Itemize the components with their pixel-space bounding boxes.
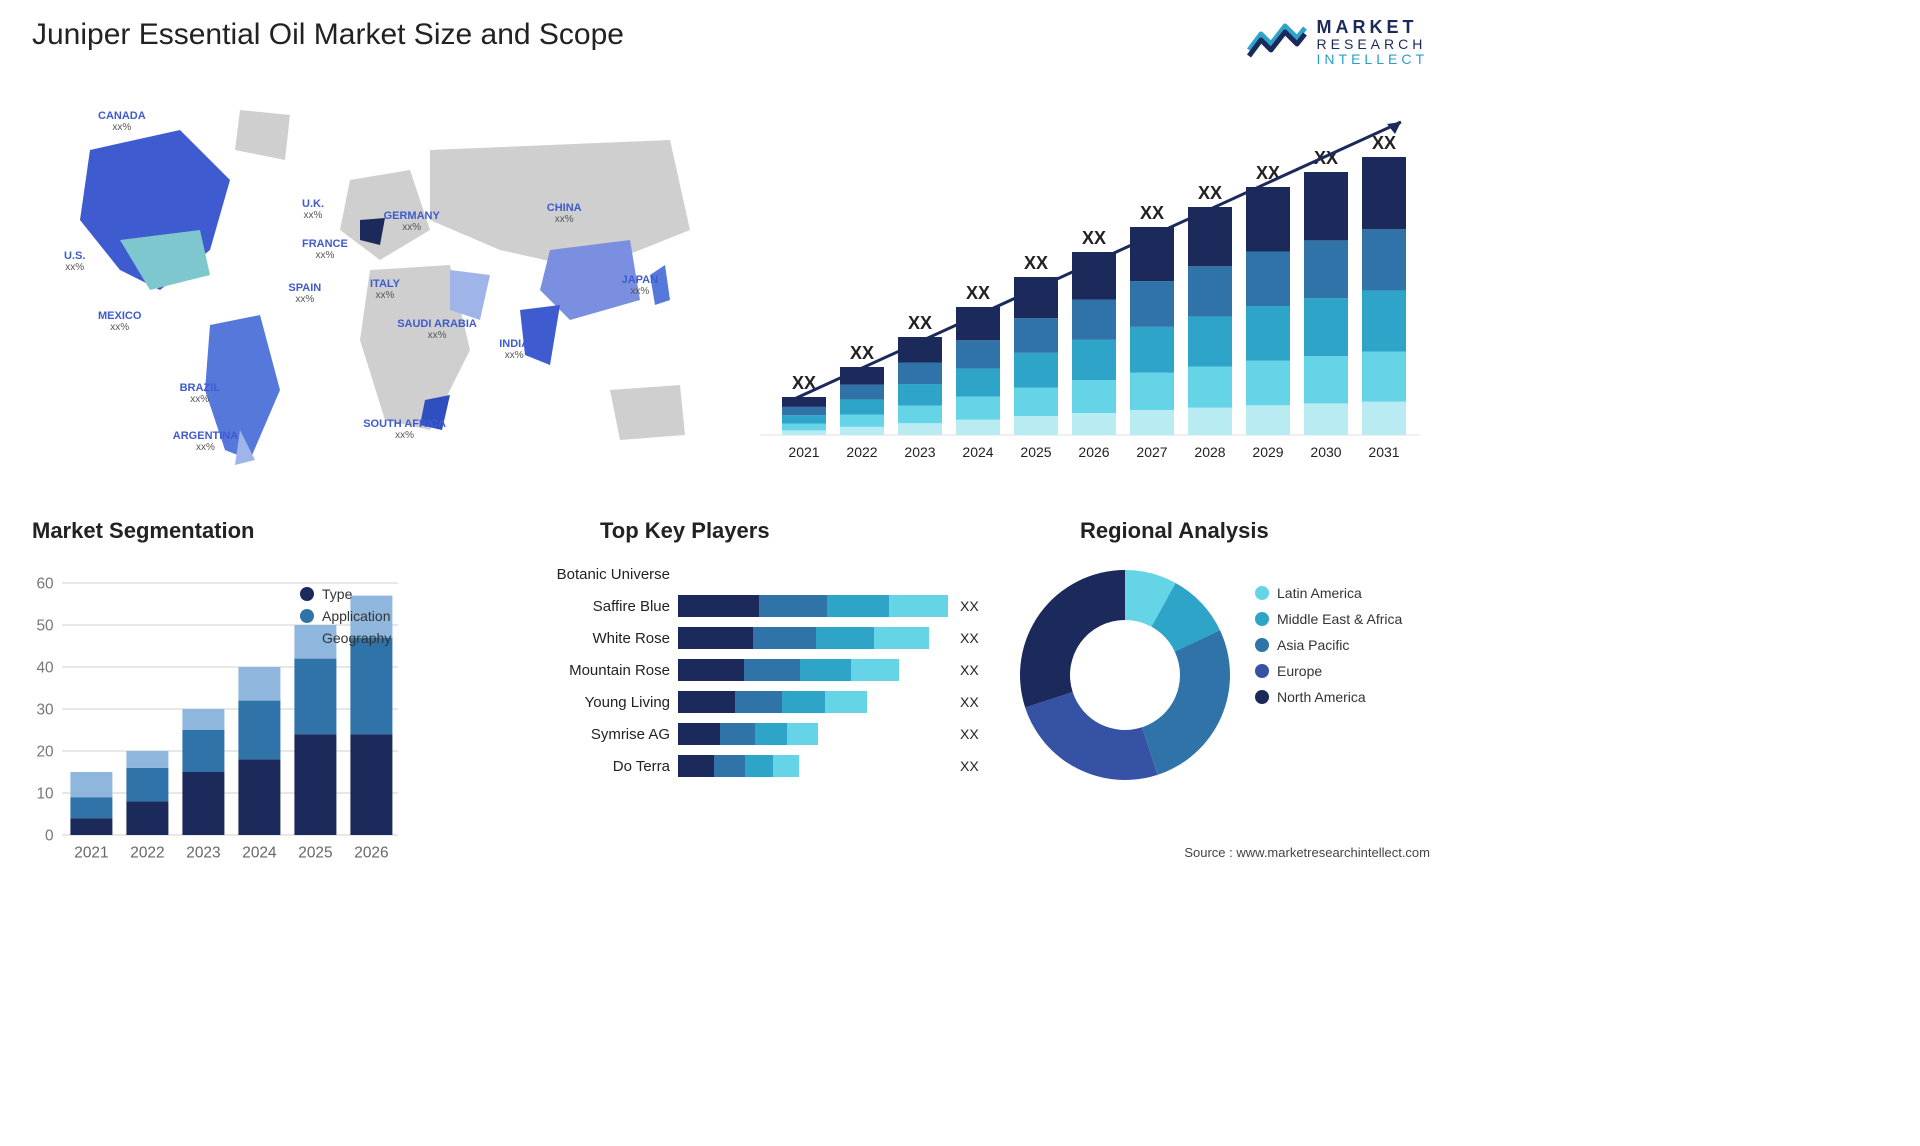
player-row: Young Living XX	[500, 686, 1000, 718]
player-value: XX	[960, 662, 1000, 678]
player-bar	[678, 627, 952, 649]
svg-text:XX: XX	[1198, 183, 1222, 203]
player-value: XX	[960, 758, 1000, 774]
map-label: INDIAxx%	[499, 338, 529, 361]
brand-logo: MARKET RESEARCH INTELLECT	[1247, 18, 1428, 66]
map-label: SPAINxx%	[288, 282, 321, 305]
svg-text:20: 20	[36, 744, 53, 761]
svg-text:XX: XX	[1082, 228, 1106, 248]
svg-text:2023: 2023	[186, 844, 220, 861]
player-name: Saffire Blue	[500, 598, 670, 615]
map-label: MEXICOxx%	[98, 310, 141, 333]
svg-text:2023: 2023	[904, 444, 935, 460]
source-attribution: Source : www.marketresearchintellect.com	[1184, 845, 1430, 860]
svg-text:2021: 2021	[74, 844, 108, 861]
map-label: ARGENTINAxx%	[173, 430, 238, 453]
key-players-title: Top Key Players	[600, 518, 770, 544]
map-label: BRAZILxx%	[180, 382, 220, 405]
regional-title: Regional Analysis	[1080, 518, 1269, 544]
svg-text:40: 40	[36, 660, 53, 677]
map-label: U.S.xx%	[64, 250, 85, 273]
player-row: Do Terra XX	[500, 750, 1000, 782]
player-bar	[678, 595, 952, 617]
player-name: Symrise AG	[500, 726, 670, 743]
legend-item: Middle East & Africa	[1255, 611, 1402, 627]
legend-item: Application	[300, 608, 391, 624]
player-name: Mountain Rose	[500, 662, 670, 679]
svg-text:XX: XX	[966, 283, 990, 303]
svg-text:2025: 2025	[1020, 444, 1051, 460]
svg-text:2027: 2027	[1136, 444, 1167, 460]
map-label: GERMANYxx%	[384, 210, 440, 233]
legend-item: Geography	[300, 630, 391, 646]
segmentation-legend: Type Application Geography	[300, 580, 391, 652]
legend-item: Europe	[1255, 663, 1402, 679]
player-name: Young Living	[500, 694, 670, 711]
player-name: Do Terra	[500, 758, 670, 775]
map-label: FRANCExx%	[302, 238, 348, 261]
player-name: Botanic Universe	[500, 566, 670, 583]
player-value: XX	[960, 726, 1000, 742]
regional-legend: Latin America Middle East & Africa Asia Pa…	[1255, 575, 1402, 715]
svg-text:30: 30	[36, 702, 53, 719]
player-row: Botanic Universe	[500, 558, 1000, 590]
svg-text:2026: 2026	[1078, 444, 1109, 460]
svg-text:50: 50	[36, 618, 53, 635]
key-players-chart: Botanic UniverseSaffire BlueXXWhite Rose…	[500, 558, 1000, 782]
svg-text:XX: XX	[908, 313, 932, 333]
svg-text:60: 60	[36, 576, 53, 593]
player-row: Saffire Blue XX	[500, 590, 1000, 622]
svg-text:2022: 2022	[846, 444, 877, 460]
map-label: JAPANxx%	[622, 274, 658, 297]
svg-text:0: 0	[45, 828, 54, 845]
legend-item: North America	[1255, 689, 1402, 705]
player-bar	[678, 563, 952, 585]
player-value: XX	[960, 630, 1000, 646]
svg-text:2030: 2030	[1310, 444, 1341, 460]
segmentation-title: Market Segmentation	[32, 518, 255, 544]
map-label: CHINAxx%	[547, 202, 582, 225]
growth-chart: XX 2021 XX 2022 XX 2023 XX 2024 XX 2025 XX 2026 XX 20…	[760, 95, 1420, 475]
svg-text:2024: 2024	[962, 444, 993, 460]
svg-text:XX: XX	[1140, 203, 1164, 223]
map-label: CANADAxx%	[98, 110, 146, 133]
map-label: ITALYxx%	[370, 278, 400, 301]
player-row: Symrise AG XX	[500, 718, 1000, 750]
svg-text:2025: 2025	[298, 844, 332, 861]
player-row: Mountain Rose XX	[500, 654, 1000, 686]
svg-text:2028: 2028	[1194, 444, 1225, 460]
world-map: CANADAxx% U.S.xx% MEXICOxx% BRAZILxx% ARGENT…	[30, 90, 710, 490]
svg-text:2026: 2026	[354, 844, 388, 861]
svg-text:XX: XX	[1372, 133, 1396, 153]
legend-item: Asia Pacific	[1255, 637, 1402, 653]
svg-text:XX: XX	[1024, 253, 1048, 273]
legend-item: Latin America	[1255, 585, 1402, 601]
player-name: White Rose	[500, 630, 670, 647]
player-value: XX	[960, 694, 1000, 710]
page-title: Juniper Essential Oil Market Size and Sc…	[32, 18, 624, 52]
map-label: SAUDI ARABIAxx%	[397, 318, 477, 341]
player-value: XX	[960, 598, 1000, 614]
regional-donut	[1010, 560, 1240, 790]
svg-text:2031: 2031	[1368, 444, 1399, 460]
svg-text:2022: 2022	[130, 844, 164, 861]
logo-text-2: RESEARCH	[1317, 37, 1428, 52]
logo-mark-icon	[1247, 20, 1307, 65]
svg-text:XX: XX	[850, 343, 874, 363]
map-label: SOUTH AFRICAxx%	[363, 418, 446, 441]
svg-text:10: 10	[36, 786, 53, 803]
svg-text:2021: 2021	[788, 444, 819, 460]
player-row: White Rose XX	[500, 622, 1000, 654]
player-bar	[678, 691, 952, 713]
map-label: U.K.xx%	[302, 198, 324, 221]
logo-text-3: INTELLECT	[1317, 52, 1428, 67]
svg-text:2029: 2029	[1252, 444, 1283, 460]
player-bar	[678, 659, 952, 681]
player-bar	[678, 723, 952, 745]
logo-text-1: MARKET	[1317, 18, 1428, 37]
svg-text:2024: 2024	[242, 844, 277, 861]
player-bar	[678, 755, 952, 777]
legend-item: Type	[300, 586, 391, 602]
